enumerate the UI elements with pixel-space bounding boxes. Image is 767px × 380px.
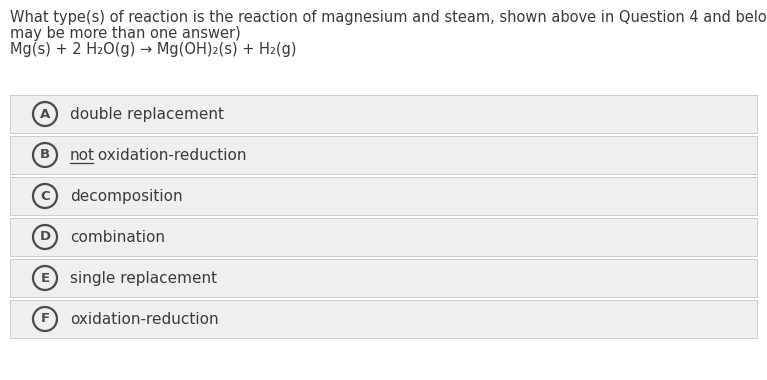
FancyBboxPatch shape <box>10 218 757 256</box>
Text: may be more than one answer): may be more than one answer) <box>10 26 241 41</box>
FancyBboxPatch shape <box>10 136 757 174</box>
FancyBboxPatch shape <box>10 177 757 215</box>
Text: E: E <box>41 271 50 285</box>
Text: C: C <box>40 190 50 203</box>
Text: not: not <box>70 147 95 163</box>
Text: Mg(s) + 2 H₂O(g) → Mg(OH)₂(s) + H₂(g): Mg(s) + 2 H₂O(g) → Mg(OH)₂(s) + H₂(g) <box>10 42 297 57</box>
Text: double replacement: double replacement <box>70 106 224 122</box>
FancyBboxPatch shape <box>10 259 757 297</box>
FancyBboxPatch shape <box>10 95 757 133</box>
Text: D: D <box>39 231 51 244</box>
Text: B: B <box>40 149 50 162</box>
Text: decomposition: decomposition <box>70 188 183 204</box>
Text: F: F <box>41 312 50 326</box>
Text: A: A <box>40 108 50 120</box>
FancyBboxPatch shape <box>10 300 757 338</box>
Text: What type(s) of reaction is the reaction of magnesium and steam, shown above in : What type(s) of reaction is the reaction… <box>10 10 767 25</box>
Text: oxidation-reduction: oxidation-reduction <box>70 312 219 326</box>
Text: combination: combination <box>70 230 165 244</box>
Text: oxidation-reduction: oxidation-reduction <box>93 147 246 163</box>
Text: single replacement: single replacement <box>70 271 217 285</box>
